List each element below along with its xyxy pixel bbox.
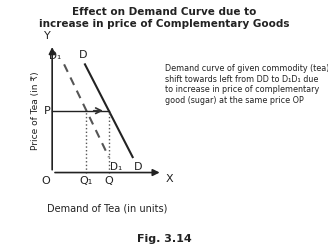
Text: Demand curve of given commodity (tea)
shift towards left from DD to D₁D₁ due
to : Demand curve of given commodity (tea) sh… [165, 64, 328, 105]
Text: D₁: D₁ [110, 162, 123, 172]
Text: D₁: D₁ [49, 51, 61, 61]
Text: Effect on Demand Curve due to
increase in price of Complementary Goods: Effect on Demand Curve due to increase i… [39, 7, 289, 29]
Text: Price of Tea (in ₹): Price of Tea (in ₹) [31, 71, 40, 150]
Text: D: D [134, 162, 143, 172]
Text: X: X [165, 174, 173, 184]
Text: Fig. 3.14: Fig. 3.14 [137, 233, 191, 244]
Text: O: O [42, 176, 51, 186]
Text: Q: Q [104, 176, 113, 186]
Text: Y: Y [44, 31, 51, 41]
Text: D: D [79, 50, 88, 60]
Text: P: P [44, 106, 51, 116]
Text: Q₁: Q₁ [80, 176, 93, 186]
Text: Demand of Tea (in units): Demand of Tea (in units) [47, 203, 168, 214]
